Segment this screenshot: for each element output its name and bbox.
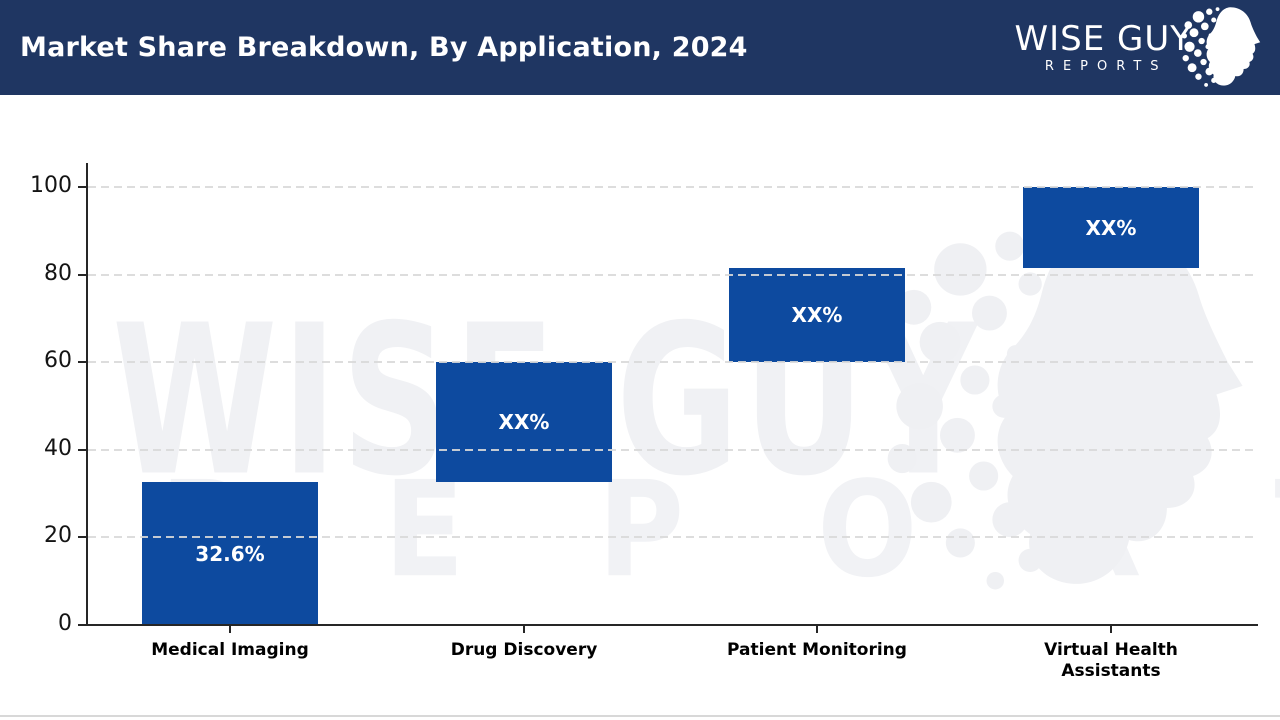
y-tick-mark bbox=[78, 536, 86, 539]
x-tick-mark bbox=[523, 626, 525, 633]
bar-value-label: XX% bbox=[791, 303, 843, 328]
y-tick-mark bbox=[78, 361, 86, 364]
y-tick-mark bbox=[78, 624, 86, 626]
x-tick-mark bbox=[1110, 626, 1112, 633]
y-tick-mark bbox=[78, 273, 86, 276]
gridline-60 bbox=[88, 361, 1257, 364]
gridline-80 bbox=[88, 273, 1257, 276]
y-tick-label: 40 bbox=[44, 435, 72, 461]
gridline-40 bbox=[88, 448, 1257, 451]
y-tick-label: 100 bbox=[30, 173, 72, 198]
y-axis-line bbox=[86, 163, 88, 626]
footer-divider bbox=[0, 715, 1280, 717]
page-title: Market Share Breakdown, By Application, … bbox=[20, 32, 748, 63]
gridline-100 bbox=[88, 186, 1257, 188]
x-tick-label: Virtual Health Assistants bbox=[1044, 640, 1178, 682]
wise-guy-logo: WISE GUY REPORTS bbox=[1014, 6, 1266, 90]
y-tick-mark bbox=[78, 448, 86, 451]
x-tick-mark bbox=[229, 626, 231, 633]
y-tick-mark bbox=[78, 186, 86, 188]
y-tick-label: 60 bbox=[44, 348, 72, 374]
bar-value-label: 32.6% bbox=[195, 541, 265, 566]
logo-name: WISE GUY bbox=[1014, 18, 1192, 59]
bar-medical-imaging: 32.6% bbox=[142, 482, 318, 625]
y-tick-label: 80 bbox=[44, 260, 72, 286]
watermark-face-icon bbox=[872, 220, 1264, 604]
bar-value-label: XX% bbox=[1085, 215, 1137, 240]
logo-text: WISE GUY REPORTS bbox=[1014, 22, 1192, 74]
gridline-20 bbox=[88, 536, 1257, 539]
x-tick-label: Patient Monitoring bbox=[727, 640, 907, 660]
bar-drug-discovery: XX% bbox=[436, 362, 612, 483]
bar-value-label: XX% bbox=[498, 410, 550, 435]
x-axis-line bbox=[86, 624, 1258, 626]
header: Market Share Breakdown, By Application, … bbox=[0, 0, 1280, 95]
y-tick-label: 0 bbox=[58, 611, 72, 636]
y-tick-label: 20 bbox=[44, 523, 72, 549]
bar-virtual-health-assistants: XX% bbox=[1023, 187, 1199, 269]
x-tick-label: Drug Discovery bbox=[450, 640, 598, 660]
logo-subtitle: REPORTS bbox=[1044, 58, 1168, 74]
x-tick-mark bbox=[816, 626, 818, 633]
x-tick-label: Medical Imaging bbox=[151, 640, 309, 660]
bar-patient-monitoring: XX% bbox=[729, 268, 905, 363]
